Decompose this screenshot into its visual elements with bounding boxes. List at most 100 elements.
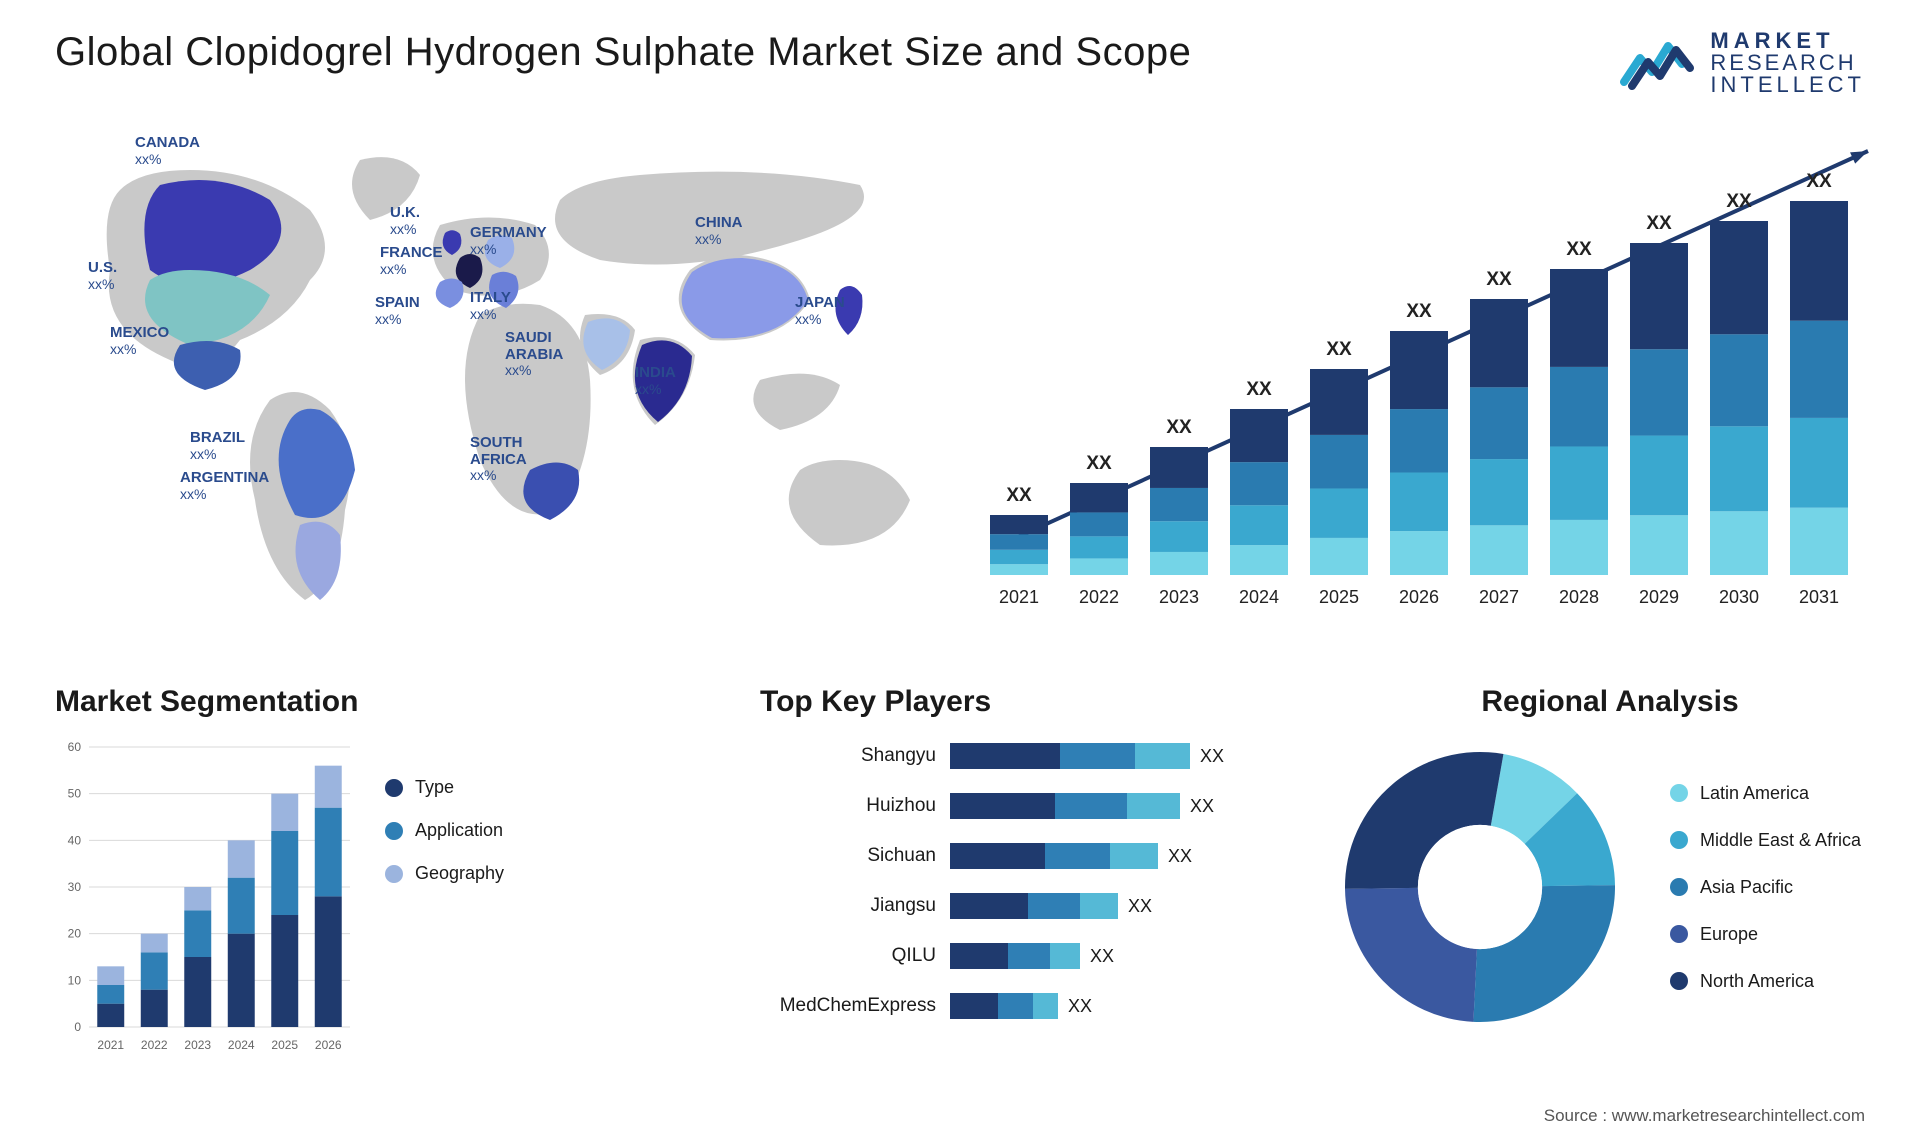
player-bar-segment bbox=[1045, 843, 1110, 869]
growth-bar-chart: XX2021XX2022XX2023XX2024XX2025XX2026XX20… bbox=[970, 135, 1870, 635]
player-bar bbox=[950, 793, 1180, 819]
logo-text: MARKET RESEARCH INTELLECT bbox=[1710, 30, 1865, 96]
svg-text:2024: 2024 bbox=[228, 1038, 255, 1052]
player-value: XX bbox=[1200, 746, 1224, 767]
svg-text:50: 50 bbox=[68, 787, 82, 801]
map-label: CHINAxx% bbox=[695, 215, 743, 248]
svg-text:10: 10 bbox=[68, 973, 82, 987]
regional-panel: Regional Analysis Latin AmericaMiddle Ea… bbox=[1330, 685, 1890, 1037]
player-bar bbox=[950, 943, 1080, 969]
player-name: Huizhou bbox=[760, 795, 950, 817]
world-map-panel: CANADAxx% U.S.xx% MEXICOxx% BRAZILxx% ARGENT… bbox=[40, 130, 940, 650]
player-bar-segment bbox=[1028, 893, 1080, 919]
player-bar-segment bbox=[950, 843, 1045, 869]
players-panel: Top Key Players ShangyuXXHuizhouXXSichua… bbox=[760, 685, 1280, 1037]
player-bar-wrap: XX bbox=[950, 793, 1280, 819]
player-row: Shangyu XX bbox=[760, 737, 1280, 775]
map-label: ARGENTINAxx% bbox=[180, 470, 269, 503]
player-bar-segment bbox=[1055, 793, 1127, 819]
logo-line-2: RESEARCH bbox=[1710, 52, 1865, 74]
svg-text:2022: 2022 bbox=[1079, 587, 1119, 607]
svg-text:0: 0 bbox=[74, 1020, 81, 1034]
legend-label: Europe bbox=[1700, 924, 1758, 945]
player-row: Jiangsu XX bbox=[760, 887, 1280, 925]
player-bar-wrap: XX bbox=[950, 893, 1280, 919]
svg-text:2029: 2029 bbox=[1639, 587, 1679, 607]
player-bar-segment bbox=[950, 893, 1028, 919]
legend-swatch bbox=[1670, 972, 1688, 990]
logo-line-3: INTELLECT bbox=[1710, 74, 1865, 96]
legend-label: Asia Pacific bbox=[1700, 877, 1793, 898]
svg-text:XX: XX bbox=[1806, 171, 1832, 192]
svg-text:2021: 2021 bbox=[999, 587, 1039, 607]
legend-swatch bbox=[1670, 925, 1688, 943]
svg-text:2024: 2024 bbox=[1239, 587, 1279, 607]
player-bar-segment bbox=[1060, 743, 1135, 769]
player-bar bbox=[950, 843, 1158, 869]
legend-swatch bbox=[385, 822, 403, 840]
svg-text:2026: 2026 bbox=[1399, 587, 1439, 607]
source-attribution: Source : www.marketresearchintellect.com bbox=[1544, 1106, 1865, 1126]
map-label: BRAZILxx% bbox=[190, 430, 245, 463]
legend-swatch bbox=[385, 779, 403, 797]
player-bar-wrap: XX bbox=[950, 943, 1280, 969]
player-value: XX bbox=[1128, 896, 1152, 917]
player-bar-segment bbox=[1110, 843, 1158, 869]
svg-text:2023: 2023 bbox=[184, 1038, 211, 1052]
player-value: XX bbox=[1168, 846, 1192, 867]
map-label: SPAINxx% bbox=[375, 295, 420, 328]
legend-label: Application bbox=[415, 820, 503, 841]
legend-label: Latin America bbox=[1700, 783, 1809, 804]
player-bar-segment bbox=[950, 943, 1008, 969]
svg-text:XX: XX bbox=[1646, 213, 1672, 234]
svg-text:XX: XX bbox=[1086, 453, 1112, 474]
map-label: GERMANYxx% bbox=[470, 225, 547, 258]
svg-text:20: 20 bbox=[68, 927, 82, 941]
player-name: Shangyu bbox=[760, 745, 950, 767]
player-bar-wrap: XX bbox=[950, 843, 1280, 869]
logo-mark-icon bbox=[1620, 34, 1698, 92]
player-bar-segment bbox=[1008, 943, 1050, 969]
regional-title: Regional Analysis bbox=[1330, 685, 1890, 719]
legend-label: Type bbox=[415, 777, 454, 798]
legend-swatch bbox=[1670, 878, 1688, 896]
svg-text:2021: 2021 bbox=[97, 1038, 124, 1052]
legend-item: Asia Pacific bbox=[1670, 877, 1861, 898]
map-label: SOUTHAFRICAxx% bbox=[470, 435, 527, 485]
legend-swatch bbox=[385, 865, 403, 883]
svg-text:XX: XX bbox=[1406, 301, 1432, 322]
svg-text:2023: 2023 bbox=[1159, 587, 1199, 607]
player-name: Sichuan bbox=[760, 845, 950, 867]
map-label: ITALYxx% bbox=[470, 290, 511, 323]
player-value: XX bbox=[1090, 946, 1114, 967]
player-bar-segment bbox=[950, 993, 998, 1019]
svg-text:XX: XX bbox=[1166, 417, 1192, 438]
map-label: INDIAxx% bbox=[635, 365, 676, 398]
player-name: QILU bbox=[760, 945, 950, 967]
legend-item: Europe bbox=[1670, 924, 1861, 945]
svg-text:40: 40 bbox=[68, 833, 82, 847]
player-name: MedChemExpress bbox=[760, 995, 950, 1017]
growth-chart-panel: XX2021XX2022XX2023XX2024XX2025XX2026XX20… bbox=[970, 135, 1870, 635]
legend-item: Application bbox=[385, 820, 504, 841]
player-row: QILU XX bbox=[760, 937, 1280, 975]
segmentation-title: Market Segmentation bbox=[55, 685, 565, 719]
player-value: XX bbox=[1190, 796, 1214, 817]
player-bar-wrap: XX bbox=[950, 743, 1280, 769]
svg-text:2030: 2030 bbox=[1719, 587, 1759, 607]
legend-swatch bbox=[1670, 784, 1688, 802]
player-name: Jiangsu bbox=[760, 895, 950, 917]
player-bar-wrap: XX bbox=[950, 993, 1280, 1019]
player-bar bbox=[950, 743, 1190, 769]
svg-text:60: 60 bbox=[68, 740, 82, 754]
segmentation-bar-chart: 0102030405060202120222023202420252026 bbox=[55, 737, 355, 1057]
player-bar-segment bbox=[1127, 793, 1180, 819]
player-bar-segment bbox=[1050, 943, 1080, 969]
map-label: SAUDIARABIAxx% bbox=[505, 330, 563, 380]
player-row: Sichuan XX bbox=[760, 837, 1280, 875]
svg-text:XX: XX bbox=[1326, 339, 1352, 360]
player-row: Huizhou XX bbox=[760, 787, 1280, 825]
map-label: CANADAxx% bbox=[135, 135, 200, 168]
map-label: U.S.xx% bbox=[88, 260, 117, 293]
map-label: MEXICOxx% bbox=[110, 325, 169, 358]
